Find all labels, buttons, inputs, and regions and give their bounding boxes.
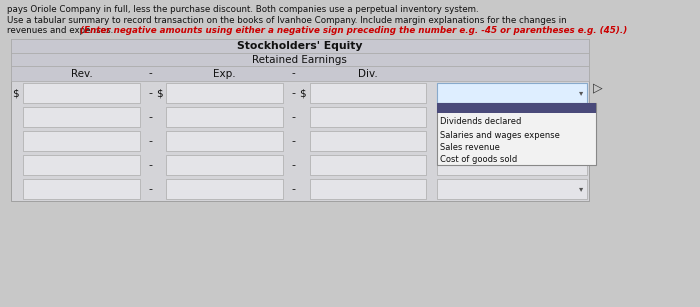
Text: -: - (148, 88, 153, 98)
Bar (437, 179, 587, 199)
Text: -: - (291, 136, 295, 146)
Bar (437, 131, 587, 151)
Text: $: $ (155, 88, 162, 98)
Text: ▷: ▷ (593, 81, 603, 95)
Bar (309, 83, 426, 103)
Text: ▾: ▾ (579, 185, 583, 193)
Text: Stockholders' Equity: Stockholders' Equity (237, 41, 363, 51)
Bar (437, 155, 587, 175)
Bar (437, 103, 596, 165)
Text: Cost of goods sold: Cost of goods sold (440, 155, 517, 164)
Bar (309, 107, 426, 127)
Bar (10, 39, 589, 53)
Text: -: - (291, 184, 295, 194)
Text: Exp.: Exp. (214, 68, 236, 79)
Text: -: - (148, 112, 153, 122)
Text: revenues and expenses.: revenues and expenses. (7, 26, 116, 35)
Text: ▾: ▾ (579, 88, 583, 98)
Text: -: - (148, 68, 152, 79)
Text: Salaries and wages expense: Salaries and wages expense (440, 131, 560, 140)
Bar (10, 66, 589, 81)
Text: -: - (148, 136, 153, 146)
Text: Dividends declared: Dividends declared (440, 117, 522, 126)
Text: $: $ (299, 88, 305, 98)
Text: Div.: Div. (358, 68, 377, 79)
Text: Sales revenue: Sales revenue (440, 143, 500, 152)
Text: Rev.: Rev. (71, 68, 92, 79)
Bar (167, 131, 283, 151)
Bar (167, 179, 283, 199)
Bar (23, 107, 139, 127)
Bar (437, 103, 596, 113)
Bar (437, 107, 587, 127)
Bar (23, 155, 139, 175)
Bar (437, 83, 587, 103)
Text: -: - (292, 68, 295, 79)
Bar (309, 131, 426, 151)
Bar (309, 179, 426, 199)
Text: Use a tabular summary to record transaction on the books of Ivanhoe Company. Inc: Use a tabular summary to record transact… (7, 16, 567, 25)
Bar (10, 53, 589, 66)
Text: -: - (148, 160, 153, 170)
Bar (437, 83, 587, 103)
Text: -: - (148, 184, 153, 194)
Bar (23, 83, 139, 103)
Bar (167, 155, 283, 175)
Text: pays Oriole Company in full, less the purchase discount. Both companies use a pe: pays Oriole Company in full, less the pu… (7, 5, 479, 14)
Text: (Enter negative amounts using either a negative sign preceding the number e.g. -: (Enter negative amounts using either a n… (80, 26, 626, 35)
Bar (309, 155, 426, 175)
Bar (10, 39, 589, 201)
Bar (167, 107, 283, 127)
Text: Retained Earnings: Retained Earnings (252, 55, 347, 64)
Text: -: - (291, 88, 295, 98)
Bar (167, 83, 283, 103)
Text: $: $ (13, 88, 19, 98)
Bar (23, 131, 139, 151)
Text: -: - (291, 160, 295, 170)
Text: -: - (291, 112, 295, 122)
Bar (23, 179, 139, 199)
